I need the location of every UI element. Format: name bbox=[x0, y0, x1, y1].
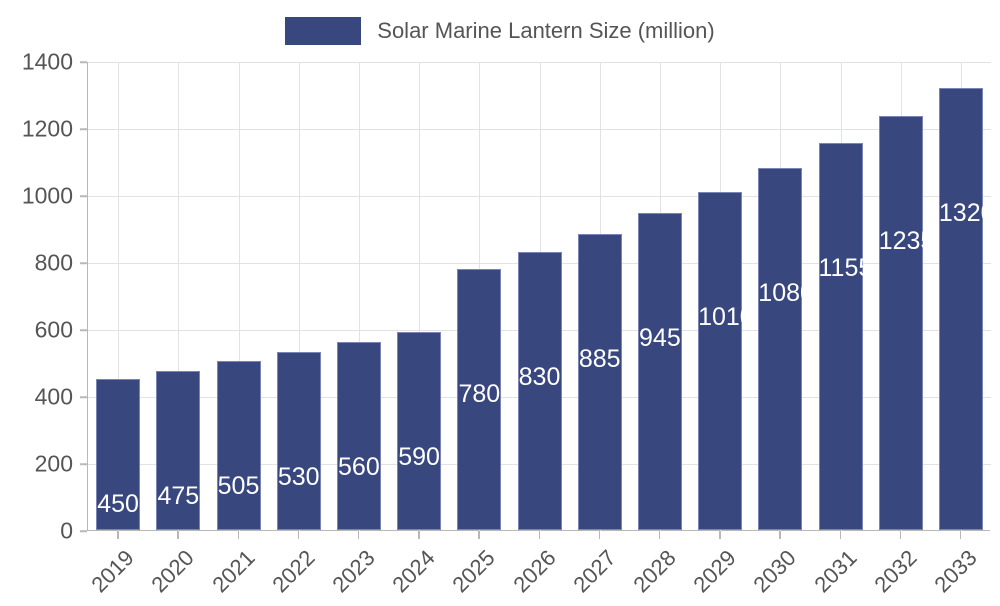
x-axis-tick-mark bbox=[237, 531, 239, 539]
x-axis-tick-label: 2032 bbox=[869, 545, 922, 598]
gridline-vertical bbox=[419, 62, 420, 531]
bar[interactable] bbox=[216, 360, 261, 530]
plot-area: 450 475 505 530 560 590 780 830 885 945 1010 1080 11… bbox=[87, 62, 995, 531]
x-axis-tick-mark bbox=[538, 531, 540, 539]
y-axis: 0 200 400 600 800 1000 1200 1400 bbox=[0, 0, 87, 600]
x-axis-tick-mark bbox=[418, 531, 420, 539]
x-axis: 2019 2020 2021 2022 2023 2024 2025 2026 2027 2028… bbox=[0, 531, 1000, 600]
bar[interactable] bbox=[637, 213, 682, 530]
bar-value-label: 530 bbox=[277, 463, 320, 492]
x-axis-tick-label: 2030 bbox=[748, 545, 801, 598]
y-axis-tick-mark bbox=[80, 262, 87, 264]
bar[interactable] bbox=[96, 379, 141, 530]
y-axis-tick-label: 800 bbox=[34, 249, 73, 276]
y-axis-tick-mark bbox=[80, 195, 87, 197]
x-axis-tick-label: 2028 bbox=[628, 545, 681, 598]
bar[interactable] bbox=[336, 342, 381, 530]
x-axis-tick-mark bbox=[598, 531, 601, 539]
x-axis-tick-mark bbox=[297, 531, 300, 539]
bar-value-label: 830 bbox=[518, 362, 561, 391]
bar[interactable] bbox=[938, 87, 983, 530]
y-axis-tick-label: 1400 bbox=[21, 48, 73, 75]
bar-value-label: 1235 bbox=[878, 227, 935, 256]
bar-value-label: 780 bbox=[458, 379, 501, 408]
x-axis-tick-label: 2022 bbox=[267, 545, 320, 598]
x-axis-tick-label: 2024 bbox=[387, 545, 440, 598]
x-axis-tick-label: 2020 bbox=[146, 545, 199, 598]
bar-value-label: 1155 bbox=[818, 254, 873, 283]
y-axis-tick-mark bbox=[80, 128, 87, 130]
x-axis-tick-mark bbox=[357, 531, 360, 539]
y-axis-tick-label: 0 bbox=[60, 517, 73, 544]
x-axis-tick-label: 2023 bbox=[327, 545, 380, 598]
gridline-vertical bbox=[299, 62, 300, 531]
y-axis-tick-label: 600 bbox=[34, 316, 73, 343]
x-axis-tick-mark bbox=[779, 531, 781, 539]
chart-legend: Solar Marine Lantern Size (million) bbox=[0, 14, 1000, 48]
bar[interactable] bbox=[818, 143, 863, 530]
bar[interactable] bbox=[758, 168, 803, 530]
bar-value-label: 505 bbox=[217, 471, 260, 500]
bar-value-label: 590 bbox=[398, 443, 440, 472]
x-axis-tick-mark bbox=[839, 531, 841, 539]
x-axis-tick-mark bbox=[719, 531, 721, 539]
y-axis-tick-label: 200 bbox=[34, 450, 73, 477]
gridline-vertical bbox=[359, 62, 360, 531]
bar[interactable] bbox=[698, 191, 743, 530]
legend-label-solar-marine-lantern-size: Solar Marine Lantern Size (million) bbox=[377, 18, 715, 43]
y-axis-tick-mark bbox=[80, 61, 87, 63]
legend-swatch-solar-marine-lantern-size bbox=[285, 17, 362, 45]
gridline-horizontal bbox=[88, 196, 991, 197]
bar[interactable] bbox=[276, 352, 321, 530]
gridline-vertical bbox=[178, 62, 179, 531]
bar-value-label: 1320 bbox=[938, 198, 995, 227]
gridline-horizontal bbox=[88, 129, 991, 130]
y-axis-tick-label: 400 bbox=[34, 383, 73, 410]
x-axis-tick-label: 2029 bbox=[688, 545, 741, 598]
y-axis-tick-mark bbox=[80, 329, 87, 331]
y-axis-tick-mark bbox=[80, 463, 87, 465]
bar-value-label: 1010 bbox=[698, 302, 754, 331]
bar-value-label: 450 bbox=[97, 490, 139, 519]
bar[interactable] bbox=[878, 116, 923, 530]
x-axis-tick-mark bbox=[478, 531, 480, 539]
gridline-horizontal bbox=[88, 62, 991, 63]
x-axis-tick-mark bbox=[658, 531, 661, 539]
x-axis-tick-label: 2027 bbox=[568, 545, 621, 598]
gridline-vertical bbox=[118, 62, 119, 531]
bar[interactable] bbox=[517, 251, 562, 530]
x-axis-tick-mark bbox=[959, 531, 962, 539]
y-axis-tick-label: 1200 bbox=[21, 115, 73, 142]
bar-value-label: 885 bbox=[578, 344, 621, 373]
x-axis-tick-label: 2026 bbox=[507, 545, 561, 598]
x-axis-tick-label: 2025 bbox=[447, 545, 500, 598]
bar[interactable] bbox=[156, 370, 201, 530]
gridline-vertical bbox=[239, 62, 240, 531]
x-axis-tick-mark bbox=[117, 531, 119, 539]
y-axis-tick-mark bbox=[80, 530, 87, 532]
x-axis-tick-mark bbox=[899, 531, 902, 539]
x-axis-tick-label: 2019 bbox=[86, 545, 139, 598]
bar-value-label: 945 bbox=[639, 324, 681, 353]
x-axis-tick-label: 2031 bbox=[808, 545, 862, 598]
bar[interactable] bbox=[577, 233, 622, 530]
y-axis-tick-label: 1000 bbox=[21, 182, 73, 209]
x-axis-tick-mark bbox=[177, 531, 179, 539]
bar-value-label: 475 bbox=[157, 481, 200, 510]
bar-value-label: 1080 bbox=[758, 279, 814, 308]
bar[interactable] bbox=[397, 332, 442, 530]
x-axis-tick-label: 2033 bbox=[929, 545, 982, 598]
bar-value-label: 560 bbox=[338, 453, 380, 482]
y-axis-tick-mark bbox=[80, 396, 87, 398]
x-axis-tick-label: 2021 bbox=[206, 545, 260, 598]
bar[interactable] bbox=[457, 268, 502, 530]
